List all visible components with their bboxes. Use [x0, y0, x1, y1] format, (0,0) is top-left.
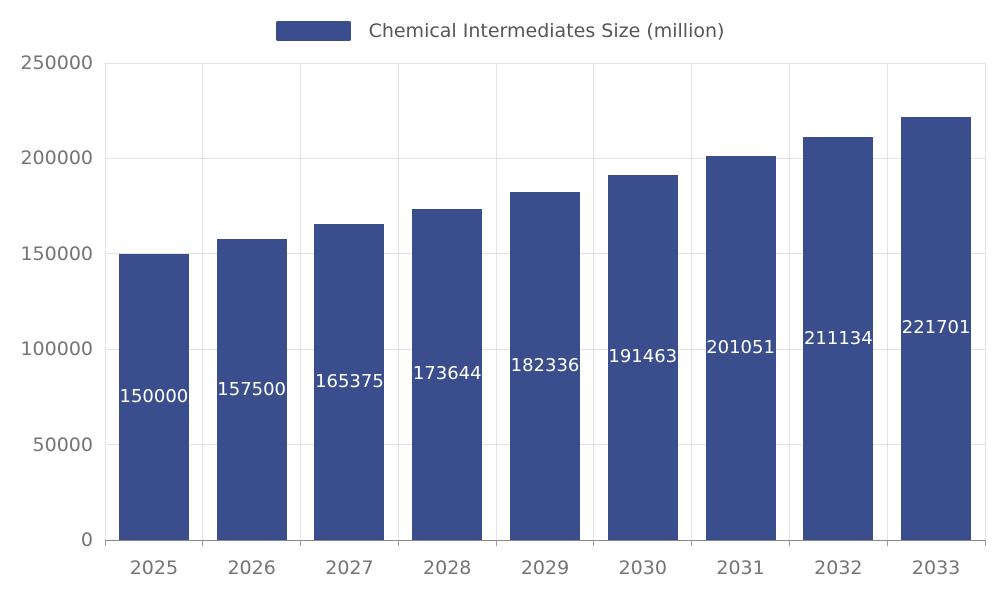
- x-tick-label-2032: 2032: [814, 557, 863, 579]
- gridline-v-9: [984, 63, 986, 540]
- x-tick-label-2033: 2033: [911, 557, 961, 579]
- x-tick-label-2029: 2029: [520, 557, 570, 579]
- bar-2032[interactable]: [803, 137, 874, 540]
- legend-item[interactable]: Chemical Intermediates Size (million): [0, 18, 1000, 44]
- y-tick-label-200000: 200000: [20, 147, 93, 170]
- gridline-h-250000: [105, 62, 985, 64]
- gridline-v-4: [495, 63, 497, 540]
- gridline-h-200000: [105, 157, 985, 159]
- x-axis-tick-7: [788, 540, 790, 546]
- x-tick-label-2028: 2028: [423, 557, 472, 579]
- x-tick-label-2030: 2030: [618, 557, 667, 579]
- bar-2025[interactable]: [118, 253, 189, 540]
- gridline-v-5: [593, 63, 595, 540]
- y-tick-label-150000: 150000: [20, 242, 93, 265]
- y-tick-label-50000: 50000: [32, 433, 93, 456]
- x-axis-tick-2: [300, 540, 302, 546]
- gridline-v-6: [691, 63, 693, 540]
- x-axis-tick-1: [202, 540, 204, 546]
- x-tick-label-2025: 2025: [129, 557, 179, 579]
- bar-2028[interactable]: [412, 208, 483, 540]
- legend-label: Chemical Intermediates Size (million): [368, 20, 725, 42]
- bar-2031[interactable]: [705, 156, 776, 540]
- x-tick-label-2026: 2026: [227, 557, 276, 579]
- bar-2026[interactable]: [216, 239, 287, 540]
- x-axis-tick-3: [397, 540, 399, 546]
- legend-swatch: [275, 21, 351, 41]
- gridline-v-1: [202, 63, 204, 540]
- x-axis-tick-4: [495, 540, 497, 546]
- y-tick-label-100000: 100000: [20, 338, 93, 361]
- gridline-v-0: [104, 63, 106, 540]
- gridline-v-7: [788, 63, 790, 540]
- y-tick-label-0: 0: [80, 529, 93, 551]
- x-axis-tick-9: [984, 540, 986, 546]
- x-tick-label-2027: 2027: [325, 557, 374, 579]
- x-axis-tick-6: [691, 540, 693, 546]
- gridline-v-8: [886, 63, 888, 540]
- bar-2033[interactable]: [901, 116, 972, 540]
- x-axis-line: [105, 540, 985, 541]
- x-axis-tick-0: [104, 540, 106, 546]
- x-axis-tick-5: [593, 540, 595, 546]
- bar-2027[interactable]: [314, 224, 385, 540]
- y-tick-label-250000: 250000: [20, 52, 93, 74]
- gridline-v-2: [300, 63, 302, 540]
- x-tick-label-2031: 2031: [716, 557, 765, 579]
- bar-2030[interactable]: [607, 174, 678, 540]
- bar-2029[interactable]: [510, 192, 580, 540]
- x-axis-tick-8: [886, 540, 888, 546]
- gridline-v-3: [397, 63, 399, 540]
